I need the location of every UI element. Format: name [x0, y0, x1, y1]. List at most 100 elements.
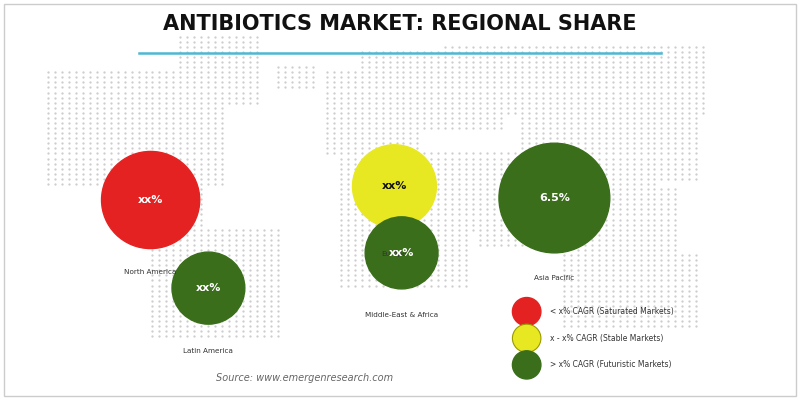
Point — [146, 140, 159, 146]
Point — [494, 44, 507, 50]
Point — [592, 252, 605, 258]
Point — [327, 145, 340, 152]
Point — [460, 196, 473, 202]
Point — [222, 69, 235, 76]
Point — [250, 226, 263, 233]
Point — [460, 232, 473, 238]
Point — [516, 206, 529, 212]
Point — [348, 181, 361, 187]
Point — [195, 237, 208, 243]
Point — [641, 206, 654, 212]
Point — [614, 206, 626, 212]
Point — [634, 120, 647, 126]
Point — [327, 115, 340, 121]
Point — [195, 191, 208, 197]
Point — [522, 201, 535, 208]
Point — [571, 308, 584, 314]
Point — [494, 150, 507, 157]
Point — [634, 282, 647, 289]
Point — [209, 166, 222, 172]
Point — [209, 160, 222, 167]
Point — [586, 252, 598, 258]
Point — [690, 110, 702, 116]
Point — [558, 84, 570, 91]
Point — [620, 104, 633, 111]
Point — [592, 84, 605, 91]
Point — [376, 84, 389, 91]
Point — [453, 79, 466, 86]
Point — [390, 237, 403, 243]
Point — [153, 79, 166, 86]
Point — [592, 247, 605, 253]
Point — [62, 125, 75, 131]
Point — [530, 191, 542, 197]
Point — [383, 262, 396, 268]
Point — [543, 115, 556, 121]
Point — [460, 237, 473, 243]
Point — [362, 110, 375, 116]
Point — [662, 262, 675, 268]
Point — [390, 89, 403, 96]
Point — [543, 110, 556, 116]
Point — [634, 298, 647, 304]
Point — [181, 282, 194, 289]
Point — [488, 79, 501, 86]
Point — [167, 232, 180, 238]
Point — [586, 100, 598, 106]
Point — [83, 84, 96, 91]
Point — [98, 110, 110, 116]
Point — [571, 247, 584, 253]
Point — [425, 74, 438, 80]
Point — [104, 181, 117, 187]
Point — [167, 176, 180, 182]
Point — [355, 84, 368, 91]
Point — [565, 196, 578, 202]
Point — [543, 84, 556, 91]
Point — [369, 160, 382, 167]
Point — [530, 125, 542, 131]
Point — [383, 150, 396, 157]
Point — [669, 247, 682, 253]
Point — [453, 110, 466, 116]
Point — [55, 130, 68, 136]
Point — [181, 44, 194, 50]
Point — [683, 79, 696, 86]
Point — [369, 196, 382, 202]
Point — [648, 323, 661, 329]
Point — [167, 308, 180, 314]
Point — [188, 242, 201, 248]
Point — [543, 130, 556, 136]
Point — [118, 104, 131, 111]
Point — [669, 115, 682, 121]
Point — [404, 115, 417, 121]
Point — [202, 303, 214, 309]
Point — [481, 232, 494, 238]
Point — [104, 100, 117, 106]
Point — [697, 59, 710, 65]
Point — [439, 267, 452, 274]
Point — [216, 104, 229, 111]
Point — [558, 237, 570, 243]
Point — [62, 181, 75, 187]
Point — [418, 94, 431, 101]
Point — [565, 135, 578, 142]
Point — [132, 145, 145, 152]
Point — [460, 120, 473, 126]
Point — [641, 181, 654, 187]
Point — [160, 328, 173, 334]
Point — [446, 277, 458, 284]
Point — [446, 216, 458, 223]
Point — [614, 145, 626, 152]
Point — [474, 79, 486, 86]
Point — [265, 303, 278, 309]
Point — [571, 150, 584, 157]
Point — [118, 181, 131, 187]
Point — [342, 120, 354, 126]
Point — [669, 303, 682, 309]
Point — [174, 120, 186, 126]
Point — [669, 74, 682, 80]
Point — [516, 49, 529, 55]
Point — [565, 89, 578, 96]
Point — [641, 125, 654, 131]
Point — [369, 237, 382, 243]
